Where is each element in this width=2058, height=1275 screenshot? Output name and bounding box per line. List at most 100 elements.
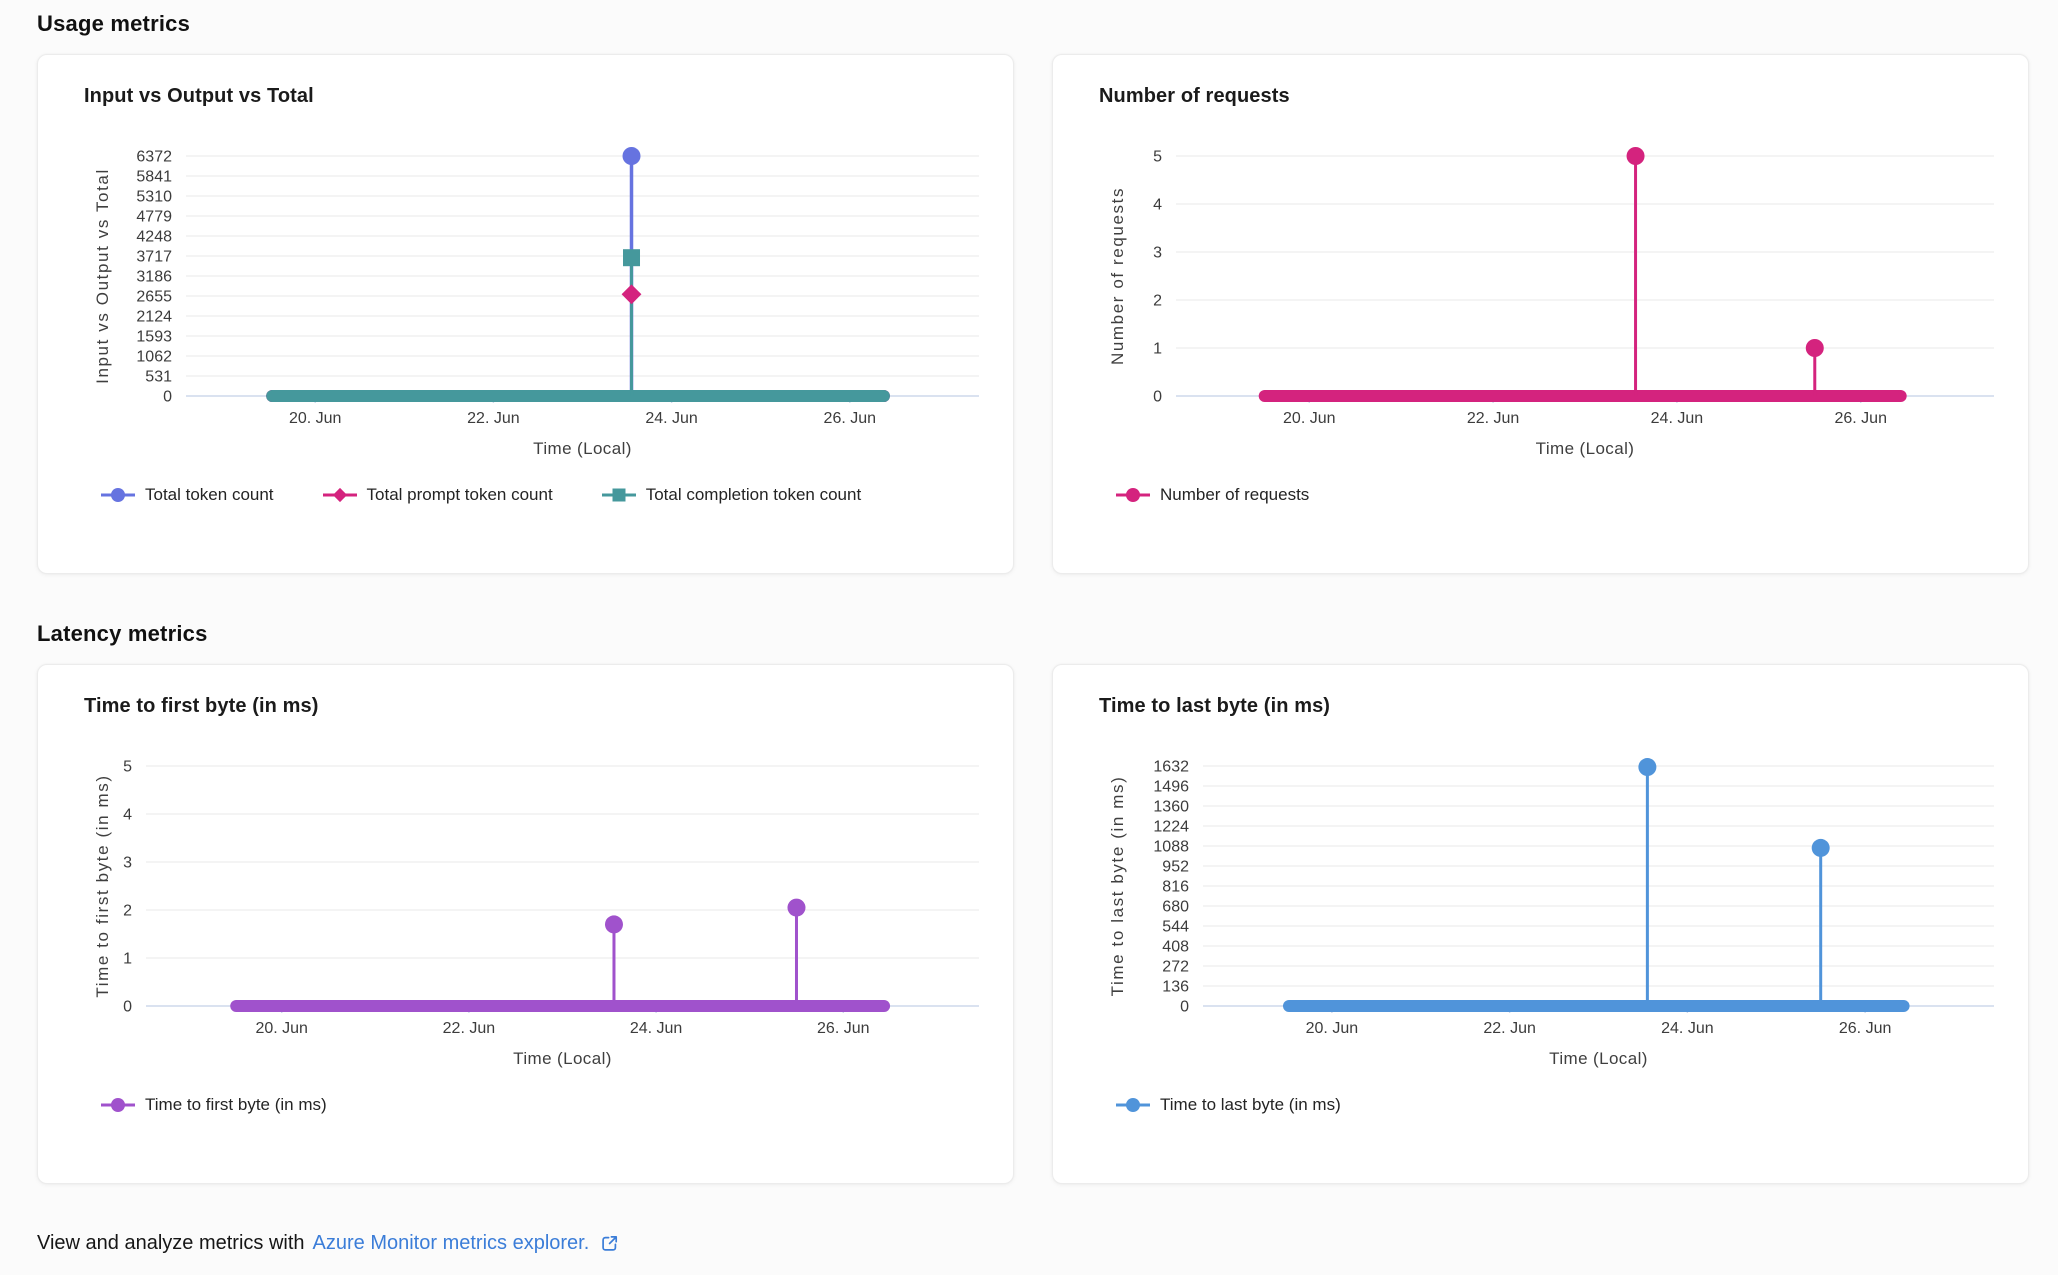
x-axis-title: Time (Local) xyxy=(1536,439,1635,458)
y-tick-label: 136 xyxy=(1162,979,1189,996)
data-point-marker xyxy=(1805,339,1824,357)
chart-canvas-token-counts: 0 531 1062 1593 2124 2655 3186 3717 4248 4779 5310… xyxy=(66,144,985,459)
x-axis-title: Time (Local) xyxy=(1549,1049,1648,1068)
chart-title: Number of requests xyxy=(1099,85,1290,107)
y-axis-title: Time to first byte (in ms) xyxy=(93,774,112,997)
data-point-marker xyxy=(1126,488,1140,502)
legend-item[interactable]: Number of requests xyxy=(1115,485,1309,505)
data-point-marker xyxy=(787,898,806,917)
data-point-marker xyxy=(612,488,626,502)
chart-svg: 0 136 272 408 544 680 816 952 1088 1224 1360 1496 16… xyxy=(1108,758,1994,1068)
data-point-marker xyxy=(622,147,641,165)
y-tick-label: 3 xyxy=(123,855,132,872)
y-tick-label: 0 xyxy=(1153,389,1162,406)
data-point-marker xyxy=(111,488,125,502)
legend-marker-icon xyxy=(322,487,357,503)
chart-legend: Time to last byte (in ms) xyxy=(1115,1095,2000,1115)
x-axis-title: Time (Local) xyxy=(533,439,632,458)
y-tick-label: 2 xyxy=(1153,293,1162,310)
legend-marker-icon xyxy=(1116,1098,1150,1112)
data-point-marker xyxy=(604,915,623,934)
y-tick-label: 3 xyxy=(1153,245,1162,262)
card-token-counts: Input vs Output vs Total 0 531 1062 1593 212… xyxy=(37,54,1014,574)
y-tick-label: 531 xyxy=(145,369,172,386)
y-tick-label: 0 xyxy=(163,389,172,406)
y-axis-title: Time to last byte (in ms) xyxy=(1108,776,1127,997)
y-tick-label: 4779 xyxy=(136,209,172,226)
legend-marker-icon xyxy=(1116,488,1150,502)
y-tick-label: 0 xyxy=(123,999,132,1016)
legend-marker-icon xyxy=(101,488,135,502)
legend-item[interactable]: Total completion token count xyxy=(601,485,861,505)
y-axis-title: Number of requests xyxy=(1108,187,1127,365)
legend-item[interactable]: Total prompt token count xyxy=(322,485,553,505)
x-tick-label: 24. Jun xyxy=(1661,1020,1713,1037)
y-tick-label: 1632 xyxy=(1153,759,1189,776)
x-tick-label: 22. Jun xyxy=(1467,410,1519,427)
legend-item[interactable]: Time to last byte (in ms) xyxy=(1115,1095,1341,1115)
card-request-count: Number of requests 0 1 2 3 4 5 20. Jun 22. Jun 2… xyxy=(1052,54,2029,574)
y-tick-label: 3186 xyxy=(136,269,172,286)
y-tick-label: 1224 xyxy=(1153,819,1189,836)
y-tick-label: 5 xyxy=(1153,149,1162,166)
y-tick-label: 408 xyxy=(1162,939,1189,956)
y-tick-label: 6372 xyxy=(136,149,172,166)
card-time-to-first-byte: Time to first byte (in ms) 0 1 2 3 4 5 20. Jun… xyxy=(37,664,1014,1184)
x-tick-label: 24. Jun xyxy=(645,410,697,427)
series-baseline xyxy=(1282,1000,1910,1012)
x-tick-label: 24. Jun xyxy=(630,1020,682,1037)
y-tick-label: 952 xyxy=(1162,859,1189,876)
chart-legend: Total token count Total prompt token coun… xyxy=(100,485,985,505)
x-tick-label: 20. Jun xyxy=(1306,1020,1358,1037)
y-tick-label: 1 xyxy=(123,951,132,968)
x-tick-label: 26. Jun xyxy=(824,410,876,427)
chart-legend: Time to first byte (in ms) xyxy=(100,1095,985,1115)
latency-cards-row: Time to first byte (in ms) 0 1 2 3 4 5 20. Jun… xyxy=(37,664,2029,1184)
data-point-marker xyxy=(1638,758,1657,777)
legend-label: Time to first byte (in ms) xyxy=(145,1095,327,1114)
chart-canvas-request-count: 0 1 2 3 4 5 20. Jun 22. Jun 24. Jun 26. Jun Number… xyxy=(1081,144,2000,459)
y-tick-label: 1 xyxy=(1153,341,1162,358)
section-title-usage: Usage metrics xyxy=(37,11,191,36)
y-tick-label: 544 xyxy=(1162,919,1189,936)
y-tick-label: 4248 xyxy=(136,229,172,246)
y-tick-label: 680 xyxy=(1162,899,1189,916)
chart-title: Input vs Output vs Total xyxy=(84,85,314,107)
y-tick-label: 816 xyxy=(1162,879,1189,896)
data-point-marker xyxy=(332,487,347,503)
data-point-marker xyxy=(1626,147,1645,165)
section-title-latency: Latency metrics xyxy=(37,621,208,646)
chart-title: Time to first byte (in ms) xyxy=(84,695,319,717)
chart-canvas-time-to-last-byte: 0 136 272 408 544 680 816 952 1088 1224 1360 1496 16… xyxy=(1081,754,2000,1069)
legend-label: Total prompt token count xyxy=(366,485,553,504)
azure-monitor-link-label: Azure Monitor metrics explorer. xyxy=(312,1232,590,1254)
footer: View and analyze metrics with Azure Moni… xyxy=(37,1232,2058,1255)
x-tick-label: 26. Jun xyxy=(817,1020,869,1037)
legend-label: Total token count xyxy=(145,485,274,504)
chart-canvas-time-to-first-byte: 0 1 2 3 4 5 20. Jun 22. Jun 24. Jun 26. Jun Time t… xyxy=(66,754,985,1069)
y-tick-label: 2 xyxy=(123,903,132,920)
x-tick-label: 22. Jun xyxy=(443,1020,495,1037)
data-point-marker xyxy=(623,249,641,267)
x-tick-label: 20. Jun xyxy=(289,410,341,427)
legend-item[interactable]: Time to first byte (in ms) xyxy=(100,1095,327,1115)
y-tick-label: 0 xyxy=(1180,999,1189,1016)
azure-monitor-link[interactable]: Azure Monitor metrics explorer. xyxy=(313,1232,621,1255)
y-tick-label: 2124 xyxy=(136,309,172,326)
legend-marker-icon xyxy=(601,488,636,502)
y-tick-label: 4 xyxy=(123,807,132,824)
chart-svg: 0 1 2 3 4 5 20. Jun 22. Jun 24. Jun 26. Jun Number… xyxy=(1108,147,1994,458)
legend-label: Time to last byte (in ms) xyxy=(1160,1095,1341,1114)
series-baseline xyxy=(1258,390,1907,402)
series-baseline xyxy=(230,1000,891,1012)
y-tick-label: 5841 xyxy=(136,169,172,186)
legend-label: Total completion token count xyxy=(645,485,862,504)
data-point-marker xyxy=(621,284,642,305)
chart-svg: 0 531 1062 1593 2124 2655 3186 3717 4248 4779 5310… xyxy=(93,147,979,458)
y-tick-label: 4 xyxy=(1153,197,1162,214)
open-in-new-icon xyxy=(599,1233,620,1254)
legend-item[interactable]: Total token count xyxy=(100,485,274,505)
chart-legend: Number of requests xyxy=(1115,485,2000,505)
legend-marker-icon xyxy=(101,1098,135,1112)
